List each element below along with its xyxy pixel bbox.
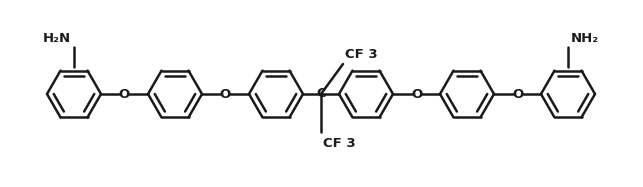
Text: CF 3: CF 3 [345,48,377,61]
Text: C: C [316,87,326,99]
Text: O: O [412,88,422,100]
Text: O: O [219,88,231,100]
Text: CF 3: CF 3 [323,137,356,150]
Text: O: O [512,88,523,100]
Text: O: O [118,88,130,100]
Text: H₂N: H₂N [43,32,71,45]
Text: NH₂: NH₂ [571,32,599,45]
